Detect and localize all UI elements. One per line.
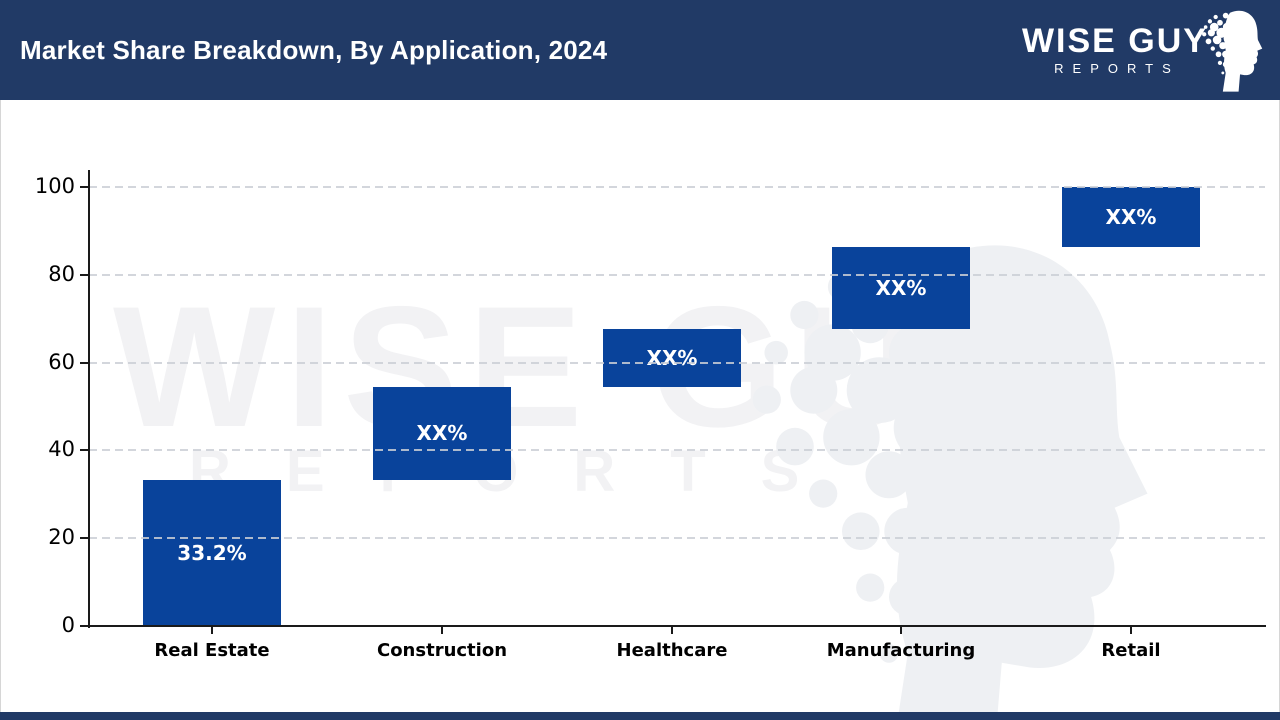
y-tick-label-60: 60 <box>48 349 75 374</box>
x-category-label-healthcare: Healthcare <box>616 640 728 661</box>
bar-healthcare: XX% <box>603 329 741 387</box>
y-tick-label-40: 40 <box>48 437 75 462</box>
y-tick-40 <box>80 449 89 452</box>
y-tick-80 <box>80 273 89 276</box>
page-title: Market Share Breakdown, By Application, … <box>20 34 608 65</box>
x-category-label-retail: Retail <box>1101 640 1161 661</box>
y-tick-label-20: 20 <box>48 525 75 550</box>
x-axis-line <box>88 625 1266 627</box>
logo-brand-text: WISE GUY <box>1021 22 1208 60</box>
y-tick-label-100: 100 <box>34 174 75 198</box>
gridline-80 <box>89 273 1265 276</box>
y-tick-0 <box>80 625 89 627</box>
x-tick-retail <box>1130 627 1132 634</box>
y-tick-20 <box>80 537 89 540</box>
bar-real-estate: 33.2% <box>143 480 281 626</box>
logo-reports-text: REPORTS <box>1054 61 1180 76</box>
gridline-60 <box>89 361 1265 364</box>
header-bar: Market Share Breakdown, By Application, … <box>0 0 1280 100</box>
x-tick-manufacturing <box>900 627 902 634</box>
x-category-label-real-estate: Real Estate <box>154 640 270 661</box>
gridline-100 <box>89 186 1265 188</box>
bar-value-label-manufacturing: XX% <box>875 276 927 301</box>
gridline-40 <box>89 449 1265 452</box>
bar-manufacturing: XX% <box>832 247 970 330</box>
y-tick-100 <box>80 186 89 188</box>
bar-value-label-real-estate: 33.2% <box>177 541 247 566</box>
y-tick-label-0: 0 <box>61 613 75 637</box>
x-tick-construction <box>441 627 443 634</box>
bar-construction: XX% <box>373 386 511 481</box>
y-tick-60 <box>80 361 89 364</box>
bar-value-label-construction: XX% <box>416 421 468 446</box>
chart-area: WISE GUY REPORTS 33.2% XX% XX% XX% XX% 0 20 40… <box>0 100 1280 712</box>
x-category-label-construction: Construction <box>376 640 508 661</box>
bar-value-label-retail: XX% <box>1105 205 1157 230</box>
bar-retail: XX% <box>1062 187 1200 248</box>
y-axis-line <box>88 170 90 628</box>
bar-value-label-healthcare: XX% <box>646 345 698 370</box>
x-tick-real-estate <box>211 627 213 634</box>
y-tick-label-80: 80 <box>48 261 75 286</box>
x-tick-healthcare <box>671 627 673 634</box>
wiseguy-logo: WISE GUY REPORTS <box>1022 0 1266 100</box>
footer-bar <box>0 712 1280 720</box>
gridline-20 <box>89 537 1265 540</box>
x-category-label-manufacturing: Manufacturing <box>826 640 976 661</box>
